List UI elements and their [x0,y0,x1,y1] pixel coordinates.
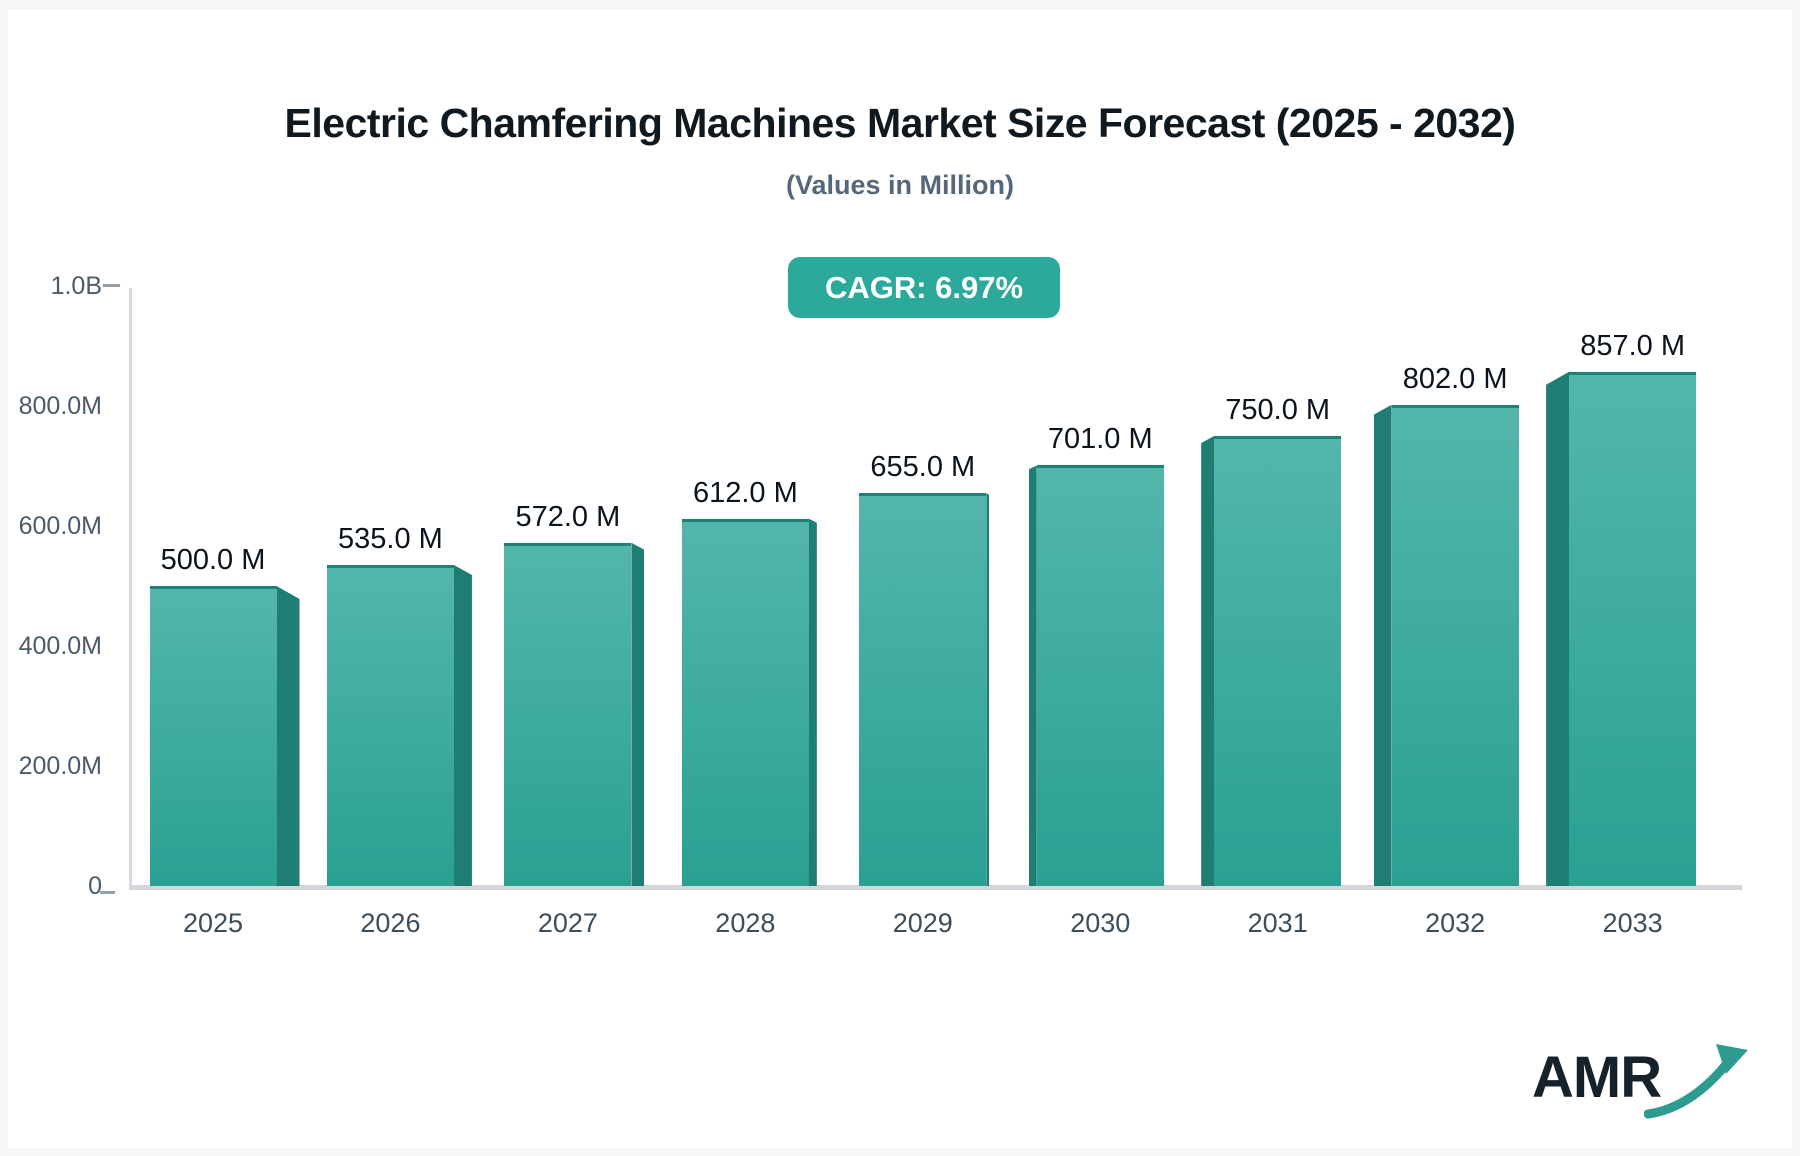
bar-side-2025 [276,586,300,886]
bar-side-2026 [453,565,472,886]
bar-value-label-2028: 612.0 M [692,476,798,509]
bar-side-2031 [1201,436,1215,886]
bar-side-2029 [986,493,990,886]
x-axis-label-2026: 2026 [360,908,421,938]
y-axis-label-0: 0 [88,872,102,900]
y-axis-label-200.0M: 200.0M [18,752,102,780]
x-axis-label-2030: 2030 [1070,908,1131,938]
y-axis-line [129,288,132,888]
bar-2025[interactable] [149,586,277,886]
bar-2032[interactable] [1391,404,1519,886]
amr-logo: AMR [1532,1032,1748,1128]
x-axis-label-2033: 2033 [1602,908,1663,938]
x-axis-label-2027: 2027 [537,908,598,938]
bar-value-label-2030: 701.0 M [1047,423,1153,456]
x-axis-label-2025: 2025 [182,908,244,938]
chart-card: Electric Chamfering Machines Market Size… [8,10,1792,1148]
x-axis-line [129,885,1742,890]
bar-value-label-2032: 802.0 M [1402,362,1508,395]
y-axis-tick-top [103,284,120,287]
amr-logo-text: AMR [1532,1045,1662,1110]
bar-side-2032 [1373,404,1392,886]
x-axis-label-2028: 2028 [715,908,776,938]
bar-2027[interactable] [504,542,632,886]
bar-side-2028 [808,518,817,886]
bar-2026[interactable] [326,565,454,886]
y-axis-label-1.0B: 1.0B [50,272,102,300]
bar-value-label-2027: 572.0 M [515,500,621,533]
bar-side-2027 [631,542,645,886]
bar-side-2033 [1546,371,1570,886]
bar-value-label-2033: 857.0 M [1580,329,1685,362]
bar-2033[interactable] [1569,371,1697,886]
bar-2031[interactable] [1214,436,1342,886]
chart-subtitle: (Values in Million) [785,170,1015,200]
bar-side-2030 [1028,465,1037,886]
chart-title: Electric Chamfering Machines Market Size… [284,100,1516,146]
bar-value-label-2031: 750.0 M [1225,394,1331,426]
bar-value-label-2026: 535.0 M [338,523,443,555]
cagr-badge: CAGR: 6.97% [788,257,1060,318]
growth-arrow-icon [1644,1044,1748,1119]
x-axis-label-2032: 2032 [1425,908,1486,938]
bar-2030[interactable] [1036,465,1164,886]
y-axis-tick-zero [100,891,115,894]
bar-value-label-2029: 655.0 M [870,451,976,483]
x-axis-label-2031: 2031 [1247,908,1308,938]
x-axis-label-2029: 2029 [892,908,953,938]
bar-2029[interactable] [859,493,987,886]
bar-2028[interactable] [681,518,809,886]
y-axis-label-800.0M: 800.0M [18,392,102,420]
y-axis-label-400.0M: 400.0M [18,632,102,660]
bar-value-label-2025: 500.0 M [160,544,266,576]
y-axis-label-600.0M: 600.0M [18,512,102,540]
